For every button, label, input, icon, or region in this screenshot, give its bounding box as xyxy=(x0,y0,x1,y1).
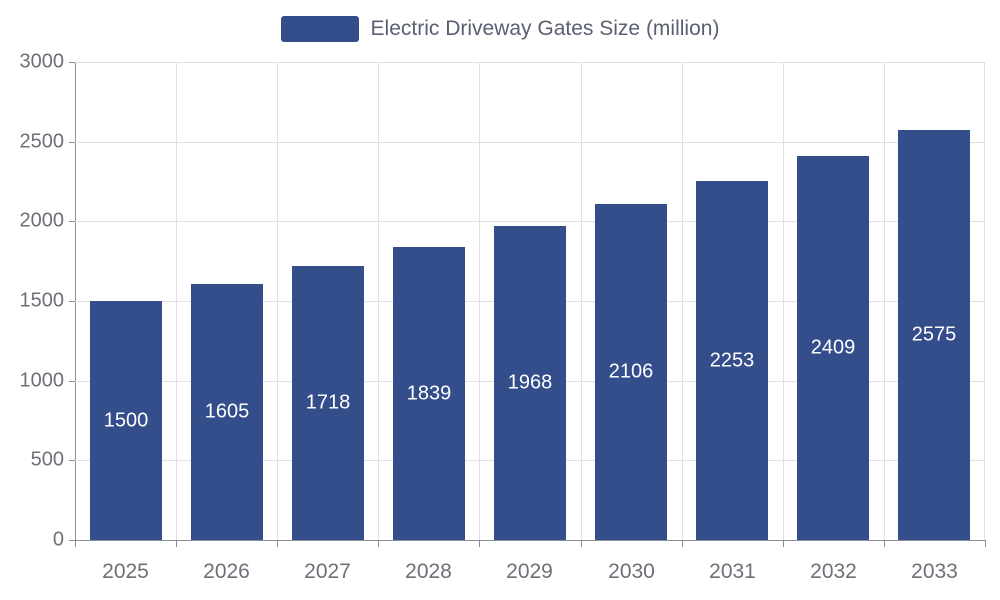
y-axis-tick xyxy=(69,301,75,302)
x-axis-tick-label: 2030 xyxy=(608,560,655,583)
x-axis-tick-label: 2026 xyxy=(203,560,250,583)
bar-value-label: 1718 xyxy=(305,391,351,414)
x-axis-tick xyxy=(682,541,683,547)
y-axis-tick-label: 1500 xyxy=(19,289,65,312)
y-axis-tick xyxy=(69,540,75,541)
y-axis-tick-label: 2500 xyxy=(19,130,65,153)
x-axis-tick xyxy=(277,541,278,547)
x-axis-tick xyxy=(75,541,76,547)
x-axis-tick-label: 2029 xyxy=(506,560,553,583)
bar: 1839 xyxy=(393,247,465,540)
gridline-vertical xyxy=(783,62,784,540)
bar: 2253 xyxy=(696,181,768,540)
y-axis-tick xyxy=(69,62,75,63)
y-axis-tick xyxy=(69,142,75,143)
x-axis-tick-label: 2027 xyxy=(304,560,351,583)
bar-value-label: 1968 xyxy=(507,371,553,394)
bar: 2409 xyxy=(797,156,869,540)
x-axis-tick-label: 2028 xyxy=(405,560,452,583)
legend-swatch xyxy=(280,16,359,42)
gridline-vertical xyxy=(479,62,480,540)
y-axis-tick xyxy=(69,460,75,461)
x-axis-tick-label: 2031 xyxy=(709,560,756,583)
x-axis-tick xyxy=(176,541,177,547)
x-axis-tick-label: 2032 xyxy=(810,560,857,583)
bar-value-label: 1605 xyxy=(204,400,250,423)
x-axis-tick-label: 2025 xyxy=(102,560,149,583)
bar-value-label: 2575 xyxy=(911,323,957,346)
gridline-horizontal xyxy=(75,62,985,63)
y-axis-tick xyxy=(69,381,75,382)
x-axis-tick xyxy=(378,541,379,547)
x-axis-tick xyxy=(479,541,480,547)
gridline-vertical xyxy=(884,62,885,540)
bar: 2106 xyxy=(595,204,667,540)
x-axis-line xyxy=(75,540,986,541)
plot-area: 1500 1605 1718 1839 1968 2106 2253 2409 2575 xyxy=(75,62,985,540)
gridline-horizontal xyxy=(75,221,985,222)
bar-value-label: 1500 xyxy=(103,409,149,431)
gridline-vertical xyxy=(581,62,582,540)
y-axis-tick-label: 2000 xyxy=(19,209,65,232)
y-axis-tick-label: 3000 xyxy=(19,50,65,73)
bar: 1500 xyxy=(90,301,162,540)
gridline-vertical xyxy=(984,62,985,540)
bar-value-label: 2409 xyxy=(810,336,856,359)
bar: 1605 xyxy=(191,284,263,540)
gridline-vertical xyxy=(277,62,278,540)
legend-label: Electric Driveway Gates Size (million) xyxy=(370,17,720,40)
legend[interactable]: Electric Driveway Gates Size (million) xyxy=(0,16,1000,42)
bar-value-label: 2106 xyxy=(608,360,654,383)
x-axis-tick xyxy=(985,541,986,547)
bar: 1718 xyxy=(292,266,364,540)
bar: 1968 xyxy=(494,226,566,540)
bar-value-label: 2253 xyxy=(709,349,755,371)
y-axis-tick-label: 0 xyxy=(52,528,64,551)
y-axis-tick-label: 500 xyxy=(30,448,64,471)
bar: 2575 xyxy=(898,130,970,540)
x-axis-tick-label: 2033 xyxy=(911,560,958,583)
x-axis-tick xyxy=(884,541,885,547)
bar-value-label: 1839 xyxy=(406,382,452,404)
y-axis-tick xyxy=(69,221,75,222)
gridline-vertical xyxy=(176,62,177,540)
x-axis-tick xyxy=(581,541,582,547)
y-axis-tick-label: 1000 xyxy=(19,369,65,392)
gridline-vertical xyxy=(682,62,683,540)
gridline-horizontal xyxy=(75,142,985,143)
gridline-vertical xyxy=(378,62,379,540)
x-axis-tick xyxy=(783,541,784,547)
